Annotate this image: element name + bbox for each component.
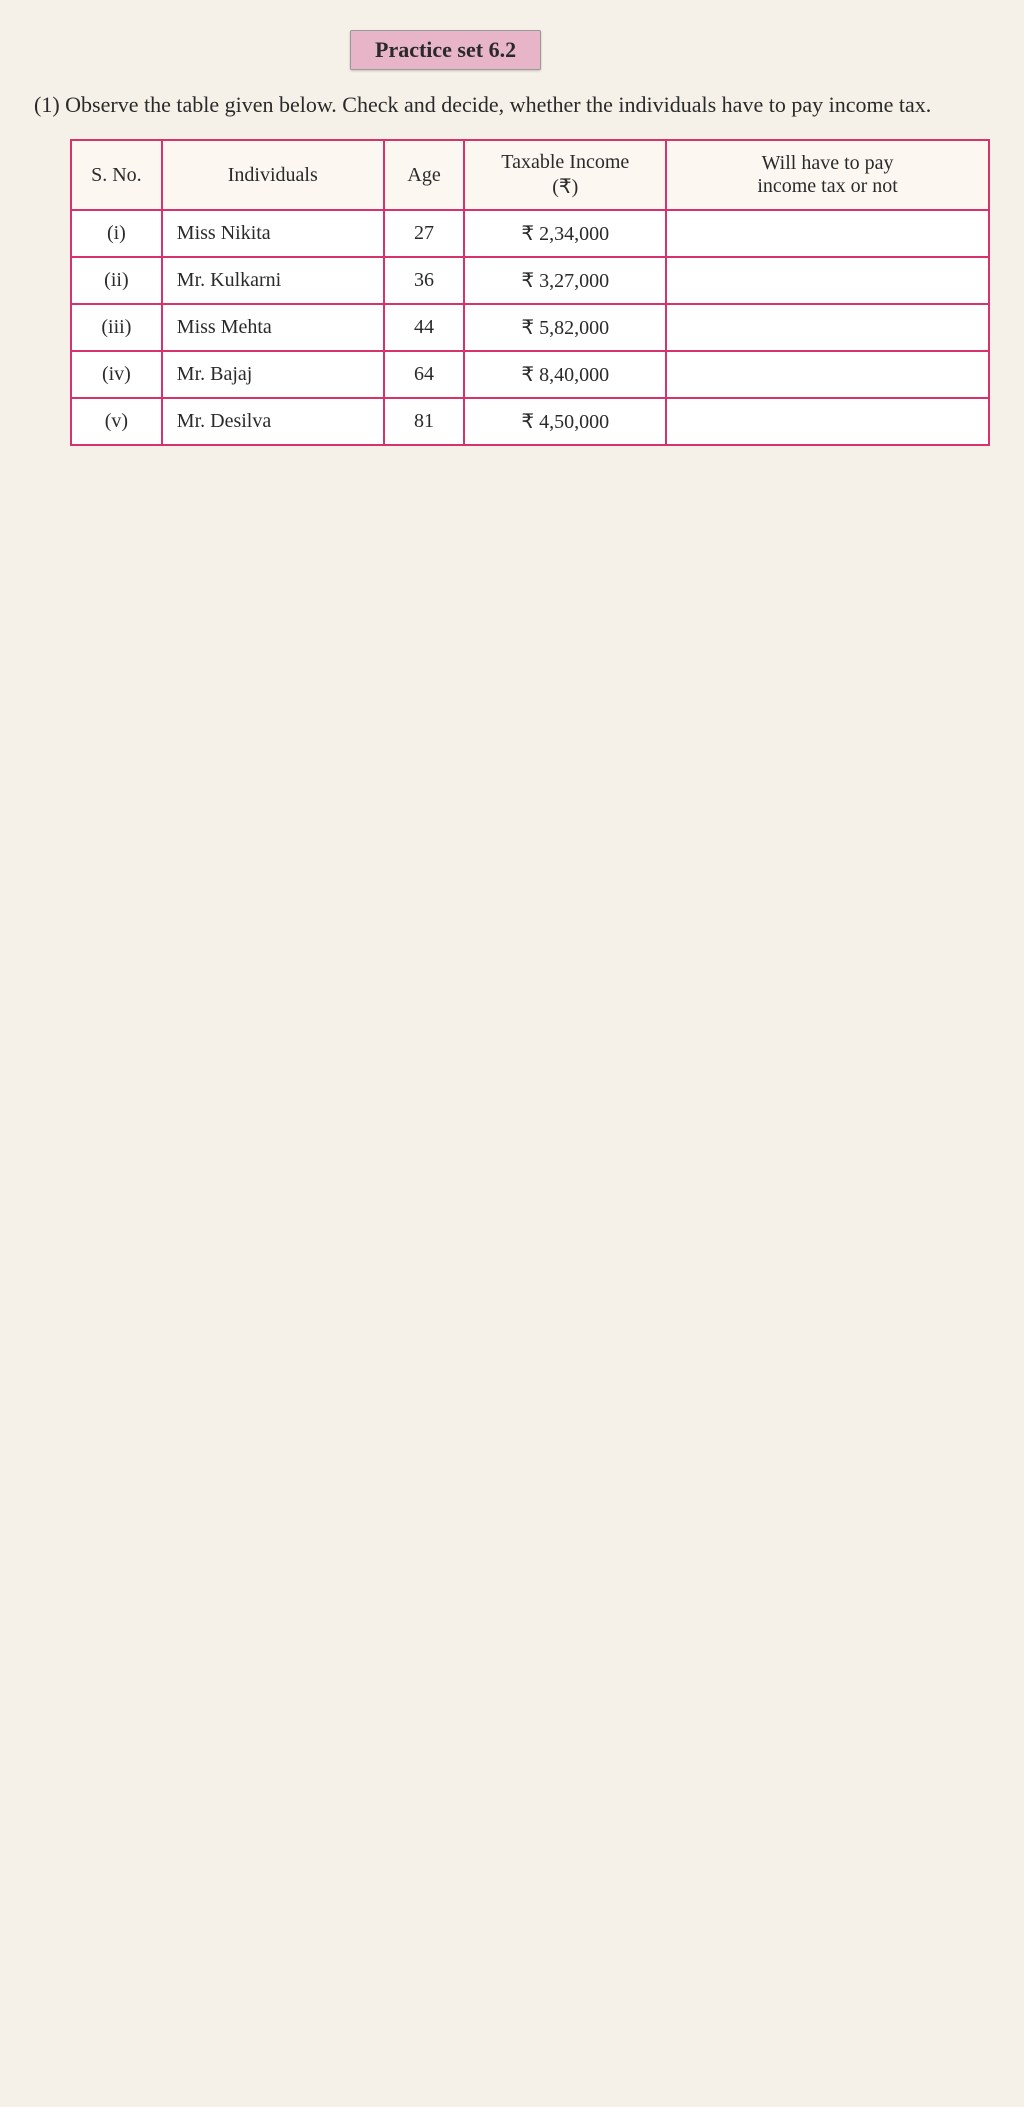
header-will-line2: income tax or not	[757, 175, 898, 197]
cell-sno: (v)	[71, 398, 162, 445]
cell-income: ₹ 5,82,000	[464, 304, 666, 351]
cell-pay	[666, 351, 989, 398]
header-income: Taxable Income (₹)	[464, 140, 666, 210]
practice-set-banner: Practice set 6.2	[350, 30, 541, 70]
table-row: (v) Mr. Desilva 81 ₹ 4,50,000	[71, 398, 989, 445]
question-text: (1) Observe the table given below. Check…	[30, 88, 994, 121]
table-body: (i) Miss Nikita 27 ₹ 2,34,000 (ii) Mr. K…	[71, 210, 989, 445]
question-body: Observe the table given below. Check and…	[65, 92, 931, 117]
cell-income: ₹ 2,34,000	[464, 210, 666, 257]
header-will-pay: Will have to pay income tax or not	[666, 140, 989, 210]
table-row: (iii) Miss Mehta 44 ₹ 5,82,000	[71, 304, 989, 351]
cell-age: 64	[384, 351, 465, 398]
cell-name: Mr. Bajaj	[162, 351, 384, 398]
cell-age: 44	[384, 304, 465, 351]
cell-name: Miss Nikita	[162, 210, 384, 257]
header-income-line1: Taxable Income	[501, 151, 629, 173]
cell-pay	[666, 257, 989, 304]
cell-age: 27	[384, 210, 465, 257]
header-sno: S. No.	[71, 140, 162, 210]
cell-sno: (iii)	[71, 304, 162, 351]
header-individuals: Individuals	[162, 140, 384, 210]
cell-name: Mr. Desilva	[162, 398, 384, 445]
table-row: (ii) Mr. Kulkarni 36 ₹ 3,27,000	[71, 257, 989, 304]
table-header-row: S. No. Individuals Age Taxable Income (₹…	[71, 140, 989, 210]
income-tax-table: S. No. Individuals Age Taxable Income (₹…	[70, 139, 990, 446]
cell-name: Miss Mehta	[162, 304, 384, 351]
header-will-line1: Will have to pay	[762, 152, 894, 174]
cell-income: ₹ 4,50,000	[464, 398, 666, 445]
table-row: (i) Miss Nikita 27 ₹ 2,34,000	[71, 210, 989, 257]
cell-income: ₹ 3,27,000	[464, 257, 666, 304]
cell-pay	[666, 398, 989, 445]
question-number: (1)	[34, 92, 60, 117]
cell-name: Mr. Kulkarni	[162, 257, 384, 304]
cell-sno: (ii)	[71, 257, 162, 304]
cell-pay	[666, 304, 989, 351]
cell-pay	[666, 210, 989, 257]
cell-sno: (iv)	[71, 351, 162, 398]
cell-income: ₹ 8,40,000	[464, 351, 666, 398]
header-income-line2: (₹)	[552, 176, 578, 198]
cell-sno: (i)	[71, 210, 162, 257]
cell-age: 36	[384, 257, 465, 304]
table-row: (iv) Mr. Bajaj 64 ₹ 8,40,000	[71, 351, 989, 398]
cell-age: 81	[384, 398, 465, 445]
header-age: Age	[384, 140, 465, 210]
